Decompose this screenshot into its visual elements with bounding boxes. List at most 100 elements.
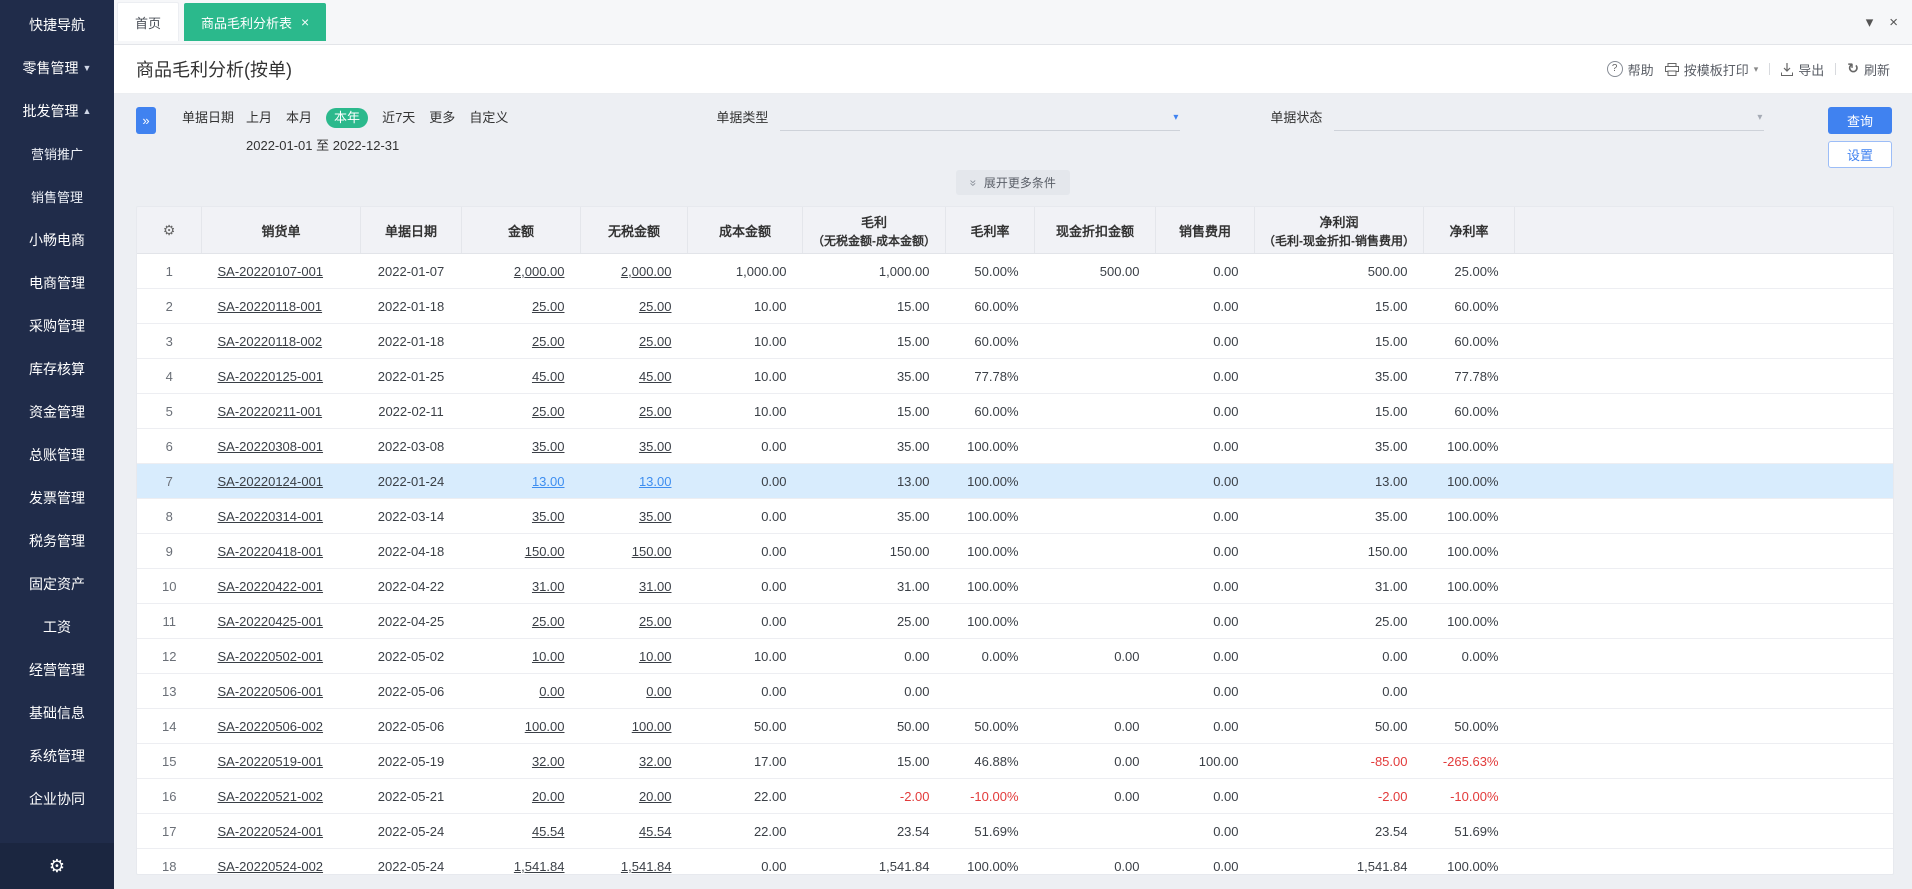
amount-link[interactable]: 31.00	[531, 578, 565, 594]
table-row[interactable]: 8 SA-20220314-001 2022-03-14 35.00 35.00 0.00…	[137, 498, 1893, 534]
table-row[interactable]: 9 SA-20220418-001 2022-04-18 150.00 150.00 0.…	[137, 533, 1893, 569]
date-option-this-year[interactable]: 本年	[326, 107, 369, 128]
sidebar-item-quick-nav[interactable]: 快捷导航	[0, 4, 114, 47]
print-by-template-button[interactable]: 按模板打印 ▾	[1664, 60, 1759, 79]
date-option-custom[interactable]: 自定义	[469, 110, 509, 125]
print-dropdown-chevron-icon[interactable]: ▾	[1753, 63, 1759, 74]
settings-gear-icon[interactable]: ⚙	[48, 855, 66, 876]
sales-order-link[interactable]: SA-20220211-001	[217, 403, 323, 419]
sales-order-link[interactable]: SA-20220308-001	[217, 438, 324, 454]
amount-link[interactable]: 25.00	[638, 403, 672, 419]
amount-link[interactable]: 25.00	[638, 333, 672, 349]
column-settings-gear-icon[interactable]: ⚙	[162, 221, 176, 238]
amount-link[interactable]: 20.00	[531, 788, 565, 804]
table-row[interactable]: 5 SA-20220211-001 2022-02-11 25.00 25.00 10.0…	[137, 393, 1893, 429]
table-row[interactable]: 15 SA-20220519-001 2022-05-19 32.00 32.00 17.…	[137, 743, 1893, 779]
sidebar-item-inventory-accounting[interactable]: 库存核算	[0, 348, 114, 391]
table-row[interactable]: 17 SA-20220524-001 2022-05-24 45.54 45.54 22.…	[137, 813, 1893, 849]
table-row[interactable]: 10 SA-20220422-001 2022-04-22 31.00 31.00 0.0…	[137, 568, 1893, 604]
amount-link[interactable]: 32.00	[531, 753, 565, 769]
refresh-button[interactable]: ↻ 刷新	[1847, 60, 1890, 79]
sidebar-item-fixed-assets[interactable]: 固定资产	[0, 563, 114, 606]
table-row[interactable]: 18 SA-20220524-002 2022-05-24 1,541.84 1,541…	[137, 848, 1893, 874]
amount-link[interactable]: 35.00	[638, 438, 672, 454]
amount-link[interactable]: 100.00	[524, 718, 565, 734]
amount-link[interactable]: 35.00	[531, 508, 565, 524]
table-row[interactable]: 13 SA-20220506-001 2022-05-06 0.00 0.00 0.00 0…	[137, 673, 1893, 709]
sales-order-link[interactable]: SA-20220314-001	[217, 508, 324, 524]
amount-link[interactable]: 10.00	[638, 648, 672, 664]
sales-order-link[interactable]: SA-20220519-001	[217, 753, 324, 769]
amount-link[interactable]: 150.00	[631, 543, 672, 559]
table-row[interactable]: 1 SA-20220107-001 2022-01-07 2,000.00 2,000.…	[137, 253, 1893, 289]
table-row[interactable]: 16 SA-20220521-002 2022-05-21 20.00 20.00 22.…	[137, 778, 1893, 814]
amount-link[interactable]: 0.00	[539, 683, 565, 699]
sidebar-item-retail-mgmt[interactable]: 零售管理 ▼	[0, 47, 114, 90]
sales-order-link[interactable]: SA-20220524-001	[217, 823, 324, 839]
sidebar-item-xiaochang-ecom[interactable]: 小畅电商	[0, 219, 114, 262]
doc-type-select[interactable]: ▾	[780, 107, 1181, 131]
expand-more-button[interactable]: » 展开更多条件	[956, 170, 1070, 195]
sales-order-link[interactable]: SA-20220125-001	[217, 368, 324, 384]
amount-link[interactable]: 45.00	[531, 368, 565, 384]
sidebar-item-ecom-mgmt[interactable]: 电商管理	[0, 262, 114, 305]
sales-order-link[interactable]: SA-20220506-002	[217, 718, 324, 734]
amount-link[interactable]: 20.00	[638, 788, 672, 804]
sidebar-item-tax-mgmt[interactable]: 税务管理	[0, 520, 114, 563]
amount-link[interactable]: 31.00	[638, 578, 672, 594]
amount-link[interactable]: 35.00	[638, 508, 672, 524]
sidebar-item-sales-mgmt[interactable]: 销售管理	[0, 176, 114, 219]
date-range-value[interactable]: 2022-01-01 至 2022-12-31	[246, 138, 400, 153]
sidebar-item-system-mgmt[interactable]: 系统管理	[0, 735, 114, 778]
query-button[interactable]: 查询	[1828, 107, 1892, 134]
amount-link[interactable]: 25.00	[531, 333, 565, 349]
amount-link[interactable]: 1,541.84	[620, 858, 672, 874]
sidebar-item-operation-mgmt[interactable]: 经营管理	[0, 649, 114, 692]
date-option-more[interactable]: 更多	[429, 110, 456, 125]
close-icon[interactable]: ×	[1889, 13, 1898, 31]
sidebar-item-enterprise-collab[interactable]: 企业协同	[0, 778, 114, 821]
amount-link[interactable]: 45.54	[638, 823, 672, 839]
sales-order-link[interactable]: SA-20220506-001	[217, 683, 324, 699]
sidebar-item-purchase-mgmt[interactable]: 采购管理	[0, 305, 114, 348]
table-row[interactable]: 6 SA-20220308-001 2022-03-08 35.00 35.00 0.00…	[137, 428, 1893, 464]
tab-list-chevron-icon[interactable]: ▾	[1865, 13, 1874, 31]
sales-order-link[interactable]: SA-20220107-001	[217, 263, 324, 279]
tab-gross-profit-report[interactable]: 商品毛利分析表 ×	[184, 3, 327, 41]
table-row[interactable]: 11 SA-20220425-001 2022-04-25 25.00 25.00 0.0…	[137, 603, 1893, 639]
amount-link[interactable]: 25.00	[638, 298, 672, 314]
settings-button[interactable]: 设置	[1828, 141, 1892, 168]
amount-link[interactable]: 13.00	[531, 473, 565, 489]
amount-link[interactable]: 32.00	[638, 753, 672, 769]
amount-link[interactable]: 1,541.84	[513, 858, 565, 874]
table-row[interactable]: 7 SA-20220124-001 2022-01-24 13.00 13.00 0.00…	[137, 463, 1893, 499]
amount-link[interactable]: 2,000.00	[620, 263, 672, 279]
sales-order-link[interactable]: SA-20220124-001	[217, 473, 324, 489]
sales-order-link[interactable]: SA-20220502-001	[217, 648, 324, 664]
sales-order-link[interactable]: SA-20220524-002	[217, 858, 324, 874]
table-row[interactable]: 3 SA-20220118-002 2022-01-18 25.00 25.00 10.0…	[137, 323, 1893, 359]
collapse-filter-button[interactable]: »	[136, 107, 156, 134]
sales-order-link[interactable]: SA-20220425-001	[217, 613, 324, 629]
sidebar-item-wholesale-mgmt[interactable]: 批发管理 ▲	[0, 90, 114, 133]
amount-link[interactable]: 25.00	[531, 403, 565, 419]
amount-link[interactable]: 13.00	[638, 473, 672, 489]
amount-link[interactable]: 25.00	[531, 298, 565, 314]
amount-link[interactable]: 2,000.00	[513, 263, 565, 279]
table-row[interactable]: 14 SA-20220506-002 2022-05-06 100.00 100.00 5…	[137, 708, 1893, 744]
date-option-last-month[interactable]: 上月	[246, 110, 273, 125]
sidebar-item-funds-mgmt[interactable]: 资金管理	[0, 391, 114, 434]
tab-close-icon[interactable]: ×	[301, 14, 310, 30]
sales-order-link[interactable]: SA-20220422-001	[217, 578, 324, 594]
help-button[interactable]: ? 帮助	[1606, 60, 1654, 79]
tab-home[interactable]: 首页	[117, 2, 180, 41]
amount-link[interactable]: 45.54	[531, 823, 565, 839]
table-row[interactable]: 2 SA-20220118-001 2022-01-18 25.00 25.00 10.0…	[137, 288, 1893, 324]
sales-order-link[interactable]: SA-20220118-001	[217, 298, 323, 314]
date-option-this-month[interactable]: 本月	[286, 110, 313, 125]
sidebar-item-basic-info[interactable]: 基础信息	[0, 692, 114, 735]
amount-link[interactable]: 150.00	[524, 543, 565, 559]
amount-link[interactable]: 10.00	[531, 648, 565, 664]
amount-link[interactable]: 25.00	[531, 613, 565, 629]
doc-status-select[interactable]: ▾	[1334, 107, 1765, 131]
